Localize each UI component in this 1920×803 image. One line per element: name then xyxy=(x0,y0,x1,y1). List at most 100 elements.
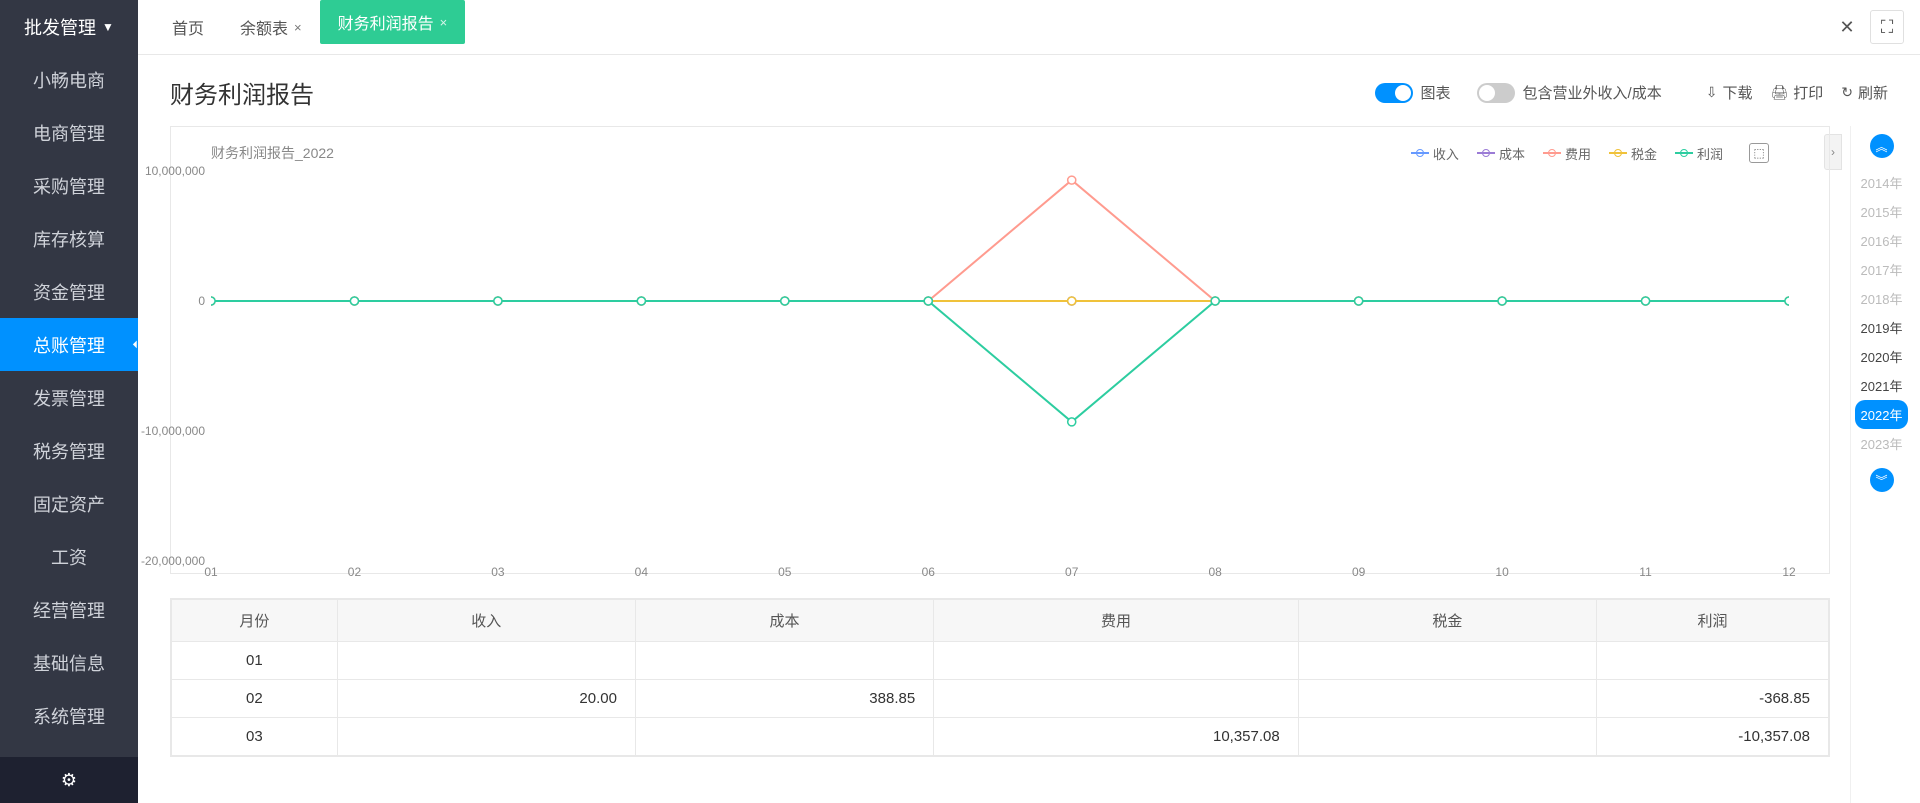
year-option[interactable]: 2021年 xyxy=(1855,371,1909,400)
table-cell xyxy=(1596,642,1828,680)
year-option[interactable]: 2015年 xyxy=(1855,197,1909,226)
expand-icon: ⛶ xyxy=(1881,17,1894,38)
caret-down-icon: ▼ xyxy=(102,20,114,34)
year-option[interactable]: 2014年 xyxy=(1855,168,1909,197)
sidebar-item[interactable]: 采购管理 xyxy=(0,159,138,212)
x-axis-label: 09 xyxy=(1352,565,1365,579)
chevron-right-icon: › xyxy=(1831,145,1835,159)
year-option[interactable]: 2020年 xyxy=(1855,342,1909,371)
table-header: 利润 xyxy=(1596,600,1828,642)
x-axis-label: 04 xyxy=(635,565,648,579)
x-axis-label: 12 xyxy=(1782,565,1795,579)
tab-close-icon[interactable]: × xyxy=(440,15,448,30)
x-axis-label: 07 xyxy=(1065,565,1078,579)
sidebar-item[interactable]: 发票管理 xyxy=(0,371,138,424)
table-row: 0220.00388.85 -368.85 xyxy=(172,680,1829,718)
chart-legend: 收入成本费用税金利润 ⬚ xyxy=(1411,143,1769,163)
print-icon: 🖨 xyxy=(1770,84,1788,101)
table-cell xyxy=(635,642,933,680)
legend-item[interactable]: 税金 xyxy=(1609,144,1657,163)
toggle-chart-label: 图表 xyxy=(1421,82,1451,103)
tab[interactable]: 财务利润报告× xyxy=(320,0,466,44)
download-icon: ⇩ xyxy=(1706,84,1718,101)
sidebar-item[interactable]: 资金管理 xyxy=(0,265,138,318)
year-option[interactable]: 2023年 xyxy=(1855,429,1909,458)
table-header: 成本 xyxy=(635,600,933,642)
tabs-row: 首页余额表×财务利润报告× ✕ ⛶ xyxy=(138,0,1920,55)
table-cell xyxy=(934,642,1299,680)
x-axis-label: 10 xyxy=(1495,565,1508,579)
y-axis-label: 0 xyxy=(198,294,205,308)
table-cell xyxy=(1298,680,1596,718)
year-scroll-down[interactable]: ︾ xyxy=(1870,468,1894,492)
sidebar-item[interactable]: 固定资产 xyxy=(0,477,138,530)
sidebar-item[interactable]: 基础信息 xyxy=(0,636,138,689)
chevron-up-icon: ︽ xyxy=(1875,138,1887,155)
sidebar-item[interactable]: 库存核算 xyxy=(0,212,138,265)
table-cell: 03 xyxy=(172,718,338,756)
year-option[interactable]: 2019年 xyxy=(1855,313,1909,342)
table-cell: -368.85 xyxy=(1596,680,1828,718)
y-axis-label: -20,000,000 xyxy=(141,554,205,568)
x-axis-label: 05 xyxy=(778,565,791,579)
settings-button[interactable]: ⚙ xyxy=(0,757,138,803)
table-cell xyxy=(1298,642,1596,680)
year-scroll-up[interactable]: ︽ xyxy=(1870,134,1894,158)
chevron-down-icon: ︾ xyxy=(1875,472,1887,489)
table-row: 01 xyxy=(172,642,1829,680)
data-table: 月份收入成本费用税金利润010220.00388.85-368.850310,3… xyxy=(170,598,1830,757)
table-row: 0310,357.08-10,357.08 xyxy=(172,718,1829,756)
table-cell: -10,357.08 xyxy=(1596,718,1828,756)
year-option[interactable]: 2022年 xyxy=(1855,400,1909,429)
table-cell: 20.00 xyxy=(337,680,635,718)
year-option[interactable]: 2017年 xyxy=(1855,255,1909,284)
x-axis-label: 11 xyxy=(1639,565,1651,579)
close-all-tabs-button[interactable]: ✕ xyxy=(1830,10,1864,44)
x-axis-label: 01 xyxy=(204,565,217,579)
chart-plot: 10,000,0000-10,000,000-20,000,0000102030… xyxy=(211,171,1789,561)
toggle-chart[interactable] xyxy=(1375,83,1413,103)
year-option[interactable]: 2016年 xyxy=(1855,226,1909,255)
sidebar-item[interactable]: 小畅电商 xyxy=(0,53,138,106)
refresh-icon: ↻ xyxy=(1841,84,1853,101)
tab[interactable]: 余额表× xyxy=(222,0,320,54)
page-header: 财务利润报告 图表 包含营业外收入/成本 ⇩下载 🖨打印 ↻刷新 xyxy=(138,55,1920,116)
legend-item[interactable]: 收入 xyxy=(1411,144,1459,163)
legend-item[interactable]: 费用 xyxy=(1543,144,1591,163)
sidebar-item[interactable]: 总账管理 xyxy=(0,318,138,371)
y-axis-label: 10,000,000 xyxy=(145,164,205,178)
refresh-button[interactable]: ↻刷新 xyxy=(1841,82,1888,103)
table-cell xyxy=(337,642,635,680)
table-header: 费用 xyxy=(934,600,1299,642)
table-cell: 388.85 xyxy=(635,680,933,718)
tab[interactable]: 首页 xyxy=(154,0,222,54)
chart-save-button[interactable]: ⬚ xyxy=(1749,143,1769,163)
tab-close-icon[interactable]: × xyxy=(294,20,302,35)
legend-item[interactable]: 利润 xyxy=(1675,144,1723,163)
table-header: 税金 xyxy=(1298,600,1596,642)
sidebar-item[interactable]: 税务管理 xyxy=(0,424,138,477)
download-button[interactable]: ⇩下载 xyxy=(1706,82,1753,103)
x-axis-label: 03 xyxy=(491,565,504,579)
table-cell xyxy=(934,680,1299,718)
year-option[interactable]: 2018年 xyxy=(1855,284,1909,313)
year-selector: ︽ 2014年2015年2016年2017年2018年2019年2020年202… xyxy=(1850,126,1912,803)
y-axis-label: -10,000,000 xyxy=(141,424,205,438)
sidebar-header[interactable]: 批发管理▼ xyxy=(0,0,138,53)
x-axis-label: 02 xyxy=(348,565,361,579)
print-button[interactable]: 🖨打印 xyxy=(1770,82,1823,103)
sidebar-item[interactable]: 工资 xyxy=(0,530,138,583)
x-axis-label: 08 xyxy=(1208,565,1221,579)
sidebar-item[interactable]: 电商管理 xyxy=(0,106,138,159)
toggle-extra[interactable] xyxy=(1477,83,1515,103)
table-header: 月份 xyxy=(172,600,338,642)
legend-item[interactable]: 成本 xyxy=(1477,144,1525,163)
toggle-extra-label: 包含营业外收入/成本 xyxy=(1523,82,1662,103)
table-cell xyxy=(1298,718,1596,756)
sidebar: 批发管理▼ 小畅电商电商管理采购管理库存核算资金管理总账管理发票管理税务管理固定… xyxy=(0,0,138,803)
sidebar-item[interactable]: 系统管理 xyxy=(0,689,138,742)
table-cell: 02 xyxy=(172,680,338,718)
table-cell xyxy=(635,718,933,756)
sidebar-item[interactable]: 经营管理 xyxy=(0,583,138,636)
fullscreen-button[interactable]: ⛶ xyxy=(1870,10,1904,44)
